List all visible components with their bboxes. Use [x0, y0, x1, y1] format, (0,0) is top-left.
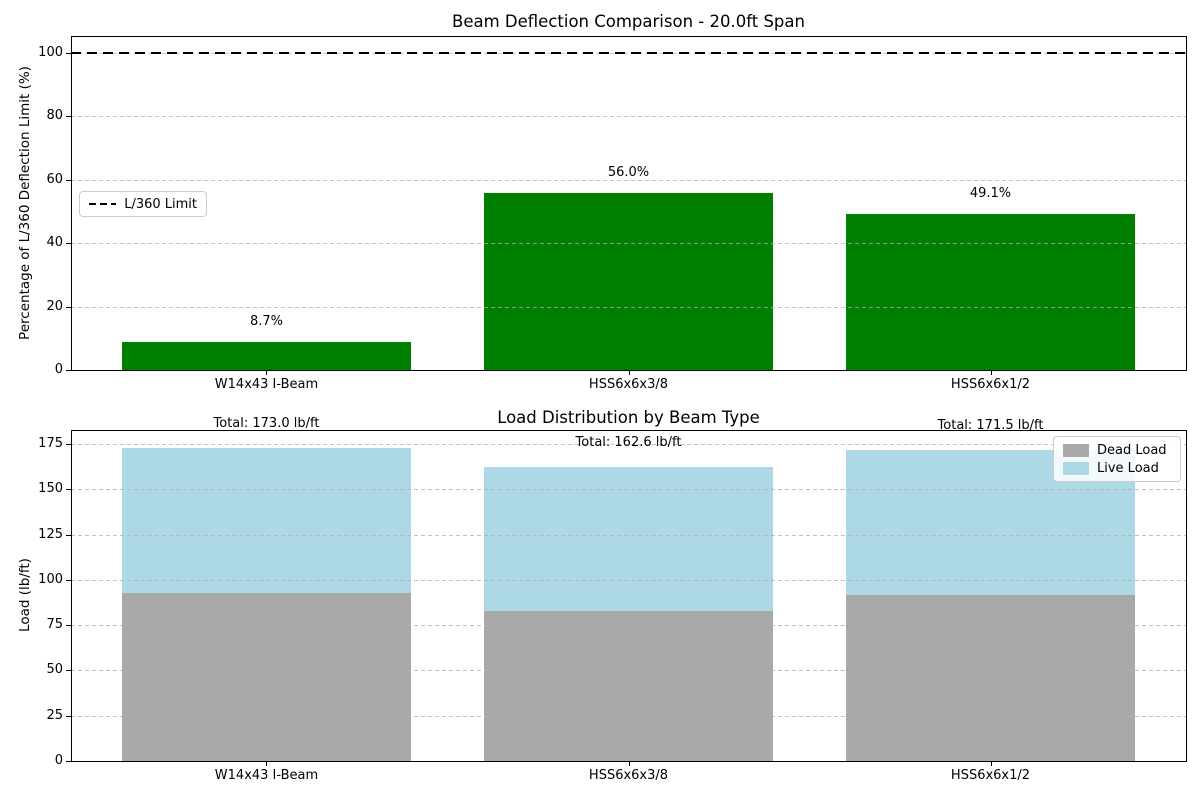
x-tick-label-hss6x6x1-2: HSS6x6x1/2 [950, 377, 1031, 392]
deflection-chart-title: Beam Deflection Comparison - 20.0ft Span [452, 12, 805, 31]
y-tick-mark [66, 53, 71, 55]
y-tick-label-0: 0 [54, 362, 63, 377]
live-load-legend-swatch [1063, 461, 1089, 475]
legend-label-live-load: Live Load [1097, 460, 1159, 476]
x-tick-label-w14x43-i-beam: W14x43 I-Beam [214, 768, 319, 783]
load-chart-title: Load Distribution by Beam Type [497, 408, 760, 427]
deflection-bar-hss6x6x1-2 [845, 214, 1136, 370]
deflection-bar-w14x43-i-beam [121, 342, 412, 370]
legend-label-dead-load: Dead Load [1097, 442, 1167, 458]
dead-load-bar-segment-hss6x6x3-8 [483, 611, 774, 761]
y-tick-mark [66, 179, 71, 181]
y-tick-label-0: 0 [54, 753, 63, 768]
gridline-y80 [71, 116, 1186, 118]
y-tick-label-100: 100 [38, 571, 63, 587]
gridline-y150 [71, 489, 1186, 491]
y-tick-label-25: 25 [46, 707, 63, 723]
legend-entry-l360-limit: L/360 Limit [89, 197, 197, 212]
y-tick-label-20: 20 [46, 298, 63, 314]
gridline-y20 [71, 306, 1186, 308]
y-tick-mark [66, 625, 71, 627]
y-tick-label-125: 125 [38, 526, 63, 542]
legend-entry-dead-load: Dead Load [1063, 443, 1171, 458]
bar-value-label-hss6x6x1-2: 49.1% [969, 186, 1012, 202]
l360-limit-reference-line [71, 52, 1186, 55]
live-load-bar-segment-hss6x6x3-8 [483, 466, 774, 612]
y-tick-mark [66, 715, 71, 717]
load-chart-legend: Dead Load Live Load [1053, 436, 1181, 482]
gridline-y60 [71, 179, 1186, 181]
gridline-y25 [71, 715, 1186, 717]
bar-value-label-w14x43-i-beam: 8.7% [249, 314, 283, 330]
y-tick-label-60: 60 [46, 171, 63, 187]
dead-load-bar-segment-hss6x6x1-2 [845, 595, 1136, 761]
total-label-hss6x6x3-8: Total: 162.6 lb/ft [575, 434, 682, 450]
deflection-chart-legend: L/360 Limit [79, 191, 207, 217]
y-tick-mark [66, 243, 71, 245]
y-tick-mark [66, 579, 71, 581]
x-tick-label-hss6x6x1-2: HSS6x6x1/2 [950, 768, 1031, 783]
y-tick-mark [66, 761, 71, 762]
y-tick-mark [66, 489, 71, 491]
x-tick-label-hss6x6x3-8: HSS6x6x3/8 [588, 768, 669, 783]
gridline-y50 [71, 670, 1186, 672]
y-tick-label-150: 150 [38, 481, 63, 497]
legend-entry-live-load: Live Load [1063, 461, 1171, 476]
x-tick-label-hss6x6x3-8: HSS6x6x3/8 [588, 377, 669, 392]
y-tick-label-40: 40 [46, 235, 63, 251]
dashed-line-legend-marker [89, 203, 117, 205]
dead-load-legend-swatch [1063, 443, 1089, 457]
gridline-y75 [71, 625, 1186, 627]
x-tick-mark [628, 371, 630, 375]
y-tick-label-75: 75 [46, 617, 63, 633]
deflection-bar-hss6x6x3-8 [483, 192, 774, 370]
y-tick-mark [66, 370, 71, 371]
gridline-y175 [71, 444, 1186, 446]
x-tick-mark [990, 762, 992, 766]
gridline-y125 [71, 534, 1186, 536]
y-tick-mark [66, 670, 71, 672]
y-tick-label-175: 175 [38, 436, 63, 452]
y-tick-mark [66, 306, 71, 308]
gridline-y40 [71, 243, 1186, 245]
y-tick-label-100: 100 [38, 45, 63, 61]
legend-label-l360-limit: L/360 Limit [124, 196, 197, 212]
x-tick-label-w14x43-i-beam: W14x43 I-Beam [214, 377, 319, 392]
total-label-w14x43-i-beam: Total: 173.0 lb/ft [213, 415, 320, 431]
y-tick-mark [66, 116, 71, 118]
y-tick-mark [66, 444, 71, 446]
y-tick-mark [66, 534, 71, 536]
y-tick-label-80: 80 [46, 108, 63, 124]
live-load-bar-segment-w14x43-i-beam [121, 447, 412, 593]
y-tick-label-50: 50 [46, 662, 63, 678]
gridline-y100 [71, 579, 1186, 581]
dead-load-bar-segment-w14x43-i-beam [121, 592, 412, 761]
x-tick-mark [266, 762, 268, 766]
x-tick-mark [266, 371, 268, 375]
x-tick-mark [990, 371, 992, 375]
x-tick-mark [628, 762, 630, 766]
total-label-hss6x6x1-2: Total: 171.5 lb/ft [937, 418, 1044, 434]
bar-value-label-hss6x6x3-8: 56.0% [607, 164, 650, 180]
